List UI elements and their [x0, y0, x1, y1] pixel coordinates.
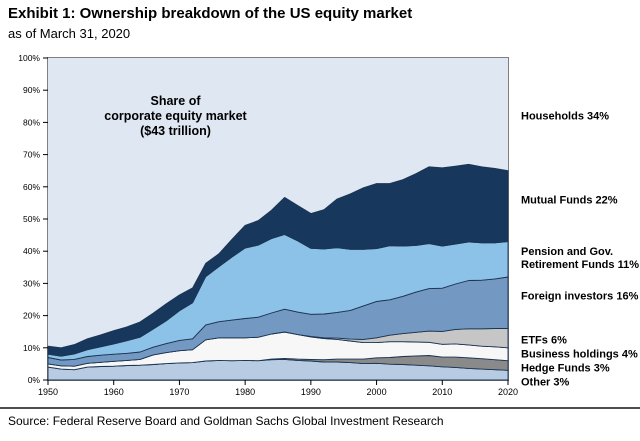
y-axis-tick-label: 20%: [23, 311, 40, 321]
y-axis-tick-label: 0%: [28, 375, 41, 385]
source-note: Source: Federal Reserve Board and Goldma…: [8, 414, 444, 428]
footer-divider: [0, 407, 640, 409]
legend-label-hedge-funds-3: Hedge Funds 3%: [521, 362, 610, 375]
x-axis-tick-label: 1980: [235, 387, 255, 397]
legend-label-pension-and-gov: Pension and Gov. Retirement Funds 11%: [521, 246, 639, 271]
area-mutual-funds: [47, 163, 509, 357]
y-axis-tick-label: 80%: [23, 117, 40, 127]
chart-annotation: Share of corporate equity market ($43 tr…: [104, 94, 247, 138]
legend-label-households-34: Households 34%: [521, 110, 610, 123]
page-subtitle: as of March 31, 2020: [8, 26, 131, 41]
page-title: Exhibit 1: Ownership breakdown of the US…: [8, 5, 413, 22]
y-axis-tick-label: 90%: [23, 85, 40, 95]
x-axis-tick-label: 2000: [367, 387, 387, 397]
y-axis-tick-label: 10%: [23, 343, 40, 353]
x-axis-tick-label: 1960: [104, 387, 124, 397]
legend-label-etfs-6: ETFs 6%: [521, 334, 567, 347]
y-axis-tick-label: 50%: [23, 214, 40, 224]
legend-label-business-holdings-4: Business holdings 4%: [521, 348, 638, 361]
x-axis-tick-label: 1950: [38, 387, 58, 397]
series-legend: Households 34% Mutual Funds 22% Pension an…: [521, 0, 640, 441]
y-axis-tick-label: 100%: [18, 53, 40, 63]
legend-label-foreign-investors-16: Foreign investors 16%: [521, 290, 639, 303]
y-axis-tick-label: 30%: [23, 278, 40, 288]
chart-canvas: 0% 10% 20% 30% 40% 50% 60% 70% 80% 90% 100% 1950 196…: [18, 53, 518, 397]
legend-label-mutual-funds-22: Mutual Funds 22%: [521, 194, 618, 207]
x-axis-tick-label: 2010: [432, 387, 452, 397]
x-axis-tick-label: 1990: [301, 387, 321, 397]
y-axis-tick-label: 40%: [23, 246, 40, 256]
x-axis-tick-label: 1970: [169, 387, 189, 397]
y-axis-tick-label: 60%: [23, 182, 40, 192]
legend-label-other-3: Other 3%: [521, 376, 570, 389]
x-axis-tick-label: 2020: [498, 387, 518, 397]
y-axis-tick-label: 70%: [23, 150, 40, 160]
stacked-area-chart: 0% 10% 20% 30% 40% 50% 60% 70% 80% 90% 100% 1950 196…: [18, 53, 518, 397]
